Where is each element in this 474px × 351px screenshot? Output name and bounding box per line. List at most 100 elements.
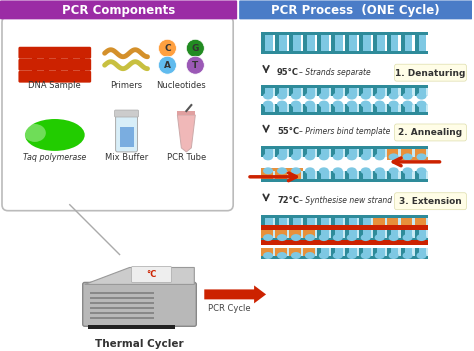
Bar — [356, 35, 359, 51]
Bar — [359, 218, 363, 226]
Bar — [261, 149, 428, 157]
Ellipse shape — [263, 252, 273, 259]
Bar — [265, 104, 273, 112]
Bar — [265, 149, 273, 157]
Text: C: C — [164, 44, 171, 53]
Ellipse shape — [417, 101, 427, 107]
Bar — [90, 297, 155, 299]
Bar — [293, 230, 301, 238]
FancyBboxPatch shape — [115, 110, 138, 117]
Bar — [415, 88, 419, 96]
Bar — [273, 35, 275, 51]
Ellipse shape — [291, 153, 301, 160]
Bar — [345, 230, 349, 238]
Bar — [88, 325, 175, 329]
Text: – Strands separate: – Strands separate — [299, 68, 371, 77]
Bar — [32, 50, 37, 72]
Bar — [293, 35, 301, 51]
Bar — [419, 104, 427, 112]
FancyBboxPatch shape — [132, 266, 172, 283]
Bar — [289, 104, 293, 112]
Bar — [261, 215, 428, 218]
Bar — [405, 247, 412, 256]
Ellipse shape — [402, 153, 412, 160]
Ellipse shape — [417, 153, 427, 160]
Bar — [90, 302, 155, 304]
Bar — [401, 88, 405, 96]
Bar — [387, 104, 391, 112]
FancyBboxPatch shape — [239, 0, 472, 19]
Bar — [363, 104, 371, 112]
Ellipse shape — [389, 93, 399, 100]
Bar — [279, 171, 287, 179]
Bar — [363, 247, 371, 256]
Bar — [345, 218, 349, 226]
Bar — [419, 149, 427, 157]
Text: PCR Process  (ONE Cycle): PCR Process (ONE Cycle) — [272, 4, 440, 17]
Bar — [303, 218, 307, 226]
Bar — [303, 149, 307, 157]
FancyBboxPatch shape — [2, 16, 233, 211]
Bar — [265, 171, 273, 179]
Bar — [261, 218, 265, 226]
Ellipse shape — [361, 93, 371, 100]
Circle shape — [186, 56, 204, 74]
Bar — [289, 218, 293, 226]
Bar — [349, 35, 356, 51]
Bar — [331, 104, 335, 112]
Bar — [261, 88, 428, 96]
Ellipse shape — [361, 252, 371, 259]
Bar — [261, 238, 428, 240]
Bar — [359, 149, 363, 157]
Text: Thermal Cycler: Thermal Cycler — [95, 339, 184, 349]
Ellipse shape — [374, 93, 385, 100]
Bar — [399, 35, 401, 51]
Ellipse shape — [319, 153, 329, 160]
FancyBboxPatch shape — [82, 283, 196, 326]
Bar — [373, 104, 377, 112]
Bar — [377, 230, 384, 238]
Ellipse shape — [333, 101, 343, 107]
Bar — [261, 230, 265, 238]
Bar — [279, 247, 287, 256]
Ellipse shape — [347, 153, 357, 160]
Ellipse shape — [305, 252, 315, 259]
Bar — [335, 149, 343, 157]
Ellipse shape — [347, 252, 357, 259]
Circle shape — [158, 39, 176, 57]
Bar — [321, 218, 329, 226]
Text: 2. Annealing: 2. Annealing — [399, 128, 463, 138]
Bar — [275, 230, 279, 238]
Bar — [293, 149, 301, 157]
Bar — [363, 35, 371, 51]
Ellipse shape — [347, 234, 357, 241]
Ellipse shape — [277, 153, 287, 160]
Bar — [331, 247, 335, 256]
Bar — [387, 35, 391, 51]
Bar — [329, 35, 331, 51]
Bar — [301, 35, 303, 51]
Ellipse shape — [374, 167, 385, 174]
Text: – Synthesise new strand: – Synthesise new strand — [299, 196, 392, 205]
Ellipse shape — [277, 93, 287, 100]
Ellipse shape — [24, 124, 46, 142]
Bar — [401, 35, 405, 51]
Bar — [275, 149, 279, 157]
Bar — [335, 171, 343, 179]
Bar — [307, 171, 315, 179]
Ellipse shape — [319, 101, 329, 107]
Bar — [279, 218, 287, 226]
Ellipse shape — [291, 167, 301, 174]
Text: 3. Extension: 3. Extension — [399, 197, 462, 206]
FancyBboxPatch shape — [395, 64, 466, 81]
Ellipse shape — [374, 234, 385, 241]
Ellipse shape — [417, 167, 427, 174]
Ellipse shape — [402, 252, 412, 259]
Ellipse shape — [374, 252, 385, 259]
Bar — [261, 35, 428, 51]
Bar — [335, 218, 343, 226]
Bar — [412, 35, 415, 51]
Bar — [335, 247, 343, 256]
Bar — [279, 88, 287, 96]
Bar — [261, 149, 265, 157]
